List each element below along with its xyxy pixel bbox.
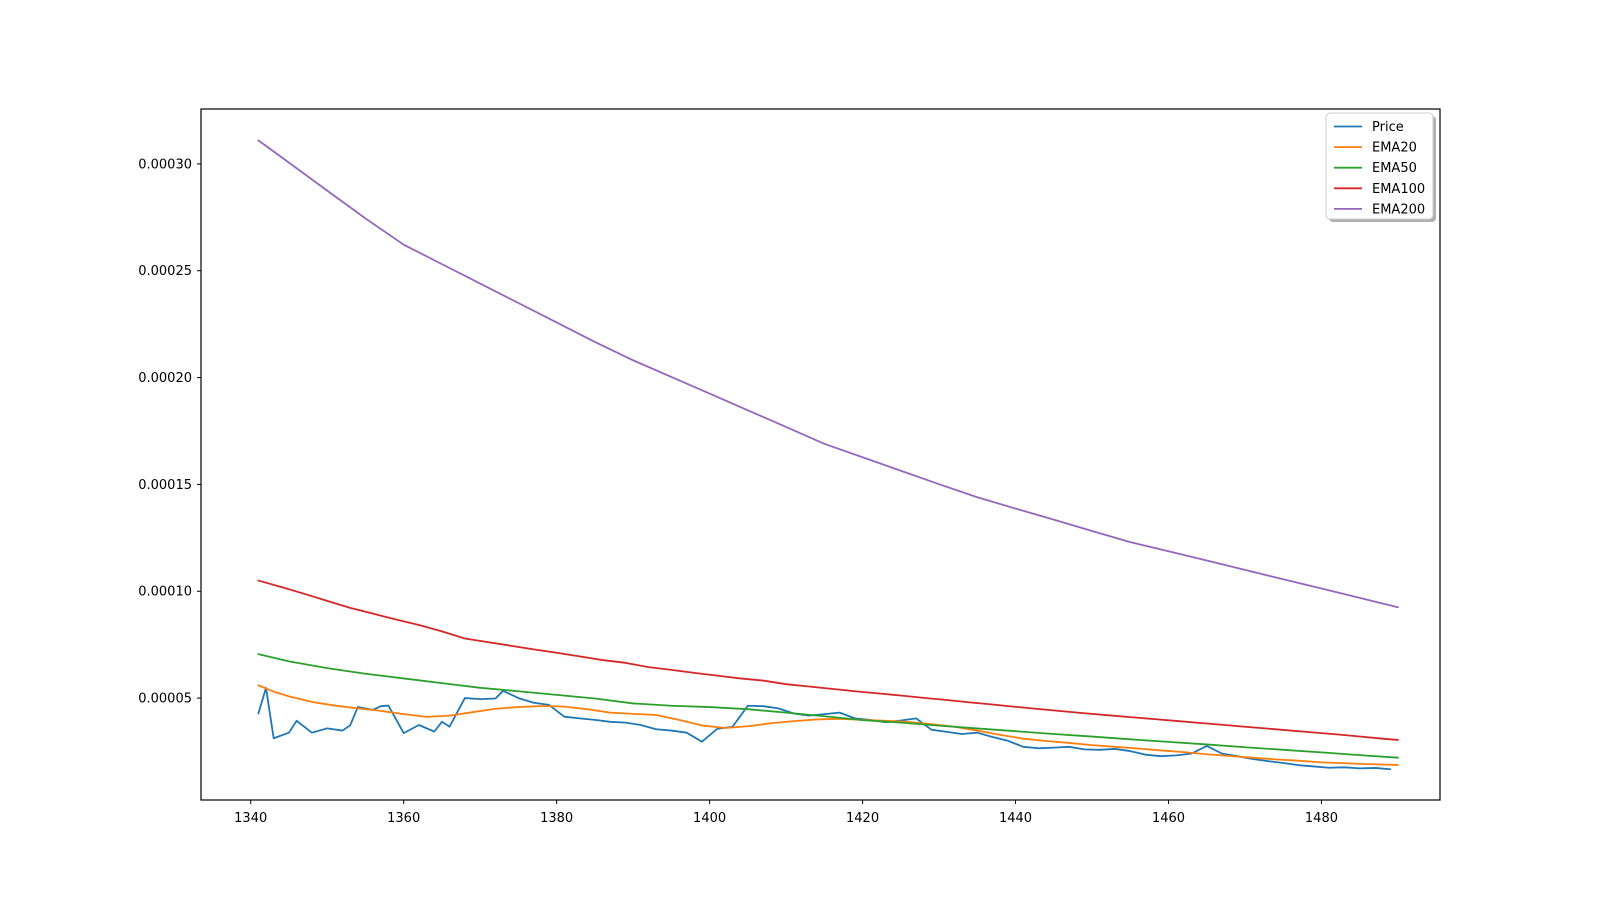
legend-entry-ema20: EMA20: [1334, 141, 1417, 156]
y-tick-label: 0.00025: [138, 264, 192, 279]
x-tick-label: 1420: [846, 811, 879, 826]
legend-entry-price: Price: [1334, 120, 1404, 135]
ema50-line: [257, 653, 1399, 759]
x-tick-label: 1340: [234, 811, 267, 826]
legend-box: [1325, 112, 1434, 220]
legend-label: EMA200: [1372, 202, 1425, 217]
legend-label: Price: [1372, 120, 1404, 135]
y-tick-label: 0.00005: [138, 692, 192, 707]
legend-entry-ema200: EMA200: [1334, 202, 1425, 217]
price-line: [257, 686, 1392, 771]
x-tick-label: 1460: [1152, 811, 1185, 826]
x-tick-label: 1400: [693, 811, 726, 826]
x-tick-label: 1480: [1305, 811, 1338, 826]
ema20-line: [257, 684, 1399, 766]
x-tick-label: 1440: [999, 811, 1032, 826]
ema100-line: [257, 579, 1399, 741]
legend: Price EMA20 EMA50 EMA100 EMA200: [1325, 112, 1436, 222]
legend-label: EMA20: [1372, 141, 1417, 156]
legend-label: EMA50: [1372, 161, 1417, 176]
x-tick-label: 1380: [540, 811, 573, 826]
y-tick-label: 0.00020: [138, 371, 192, 386]
plot-area: [200, 108, 1441, 801]
y-tick-label: 0.00030: [138, 157, 192, 172]
y-tick-label: 0.00015: [138, 478, 192, 493]
legend-entry-ema100: EMA100: [1334, 182, 1425, 197]
legend-entry-ema50: EMA50: [1334, 161, 1417, 176]
legend-label: EMA100: [1372, 182, 1425, 197]
ema200-line: [257, 139, 1399, 609]
x-tick-label: 1360: [387, 811, 420, 826]
y-tick-label: 0.00010: [138, 585, 192, 600]
